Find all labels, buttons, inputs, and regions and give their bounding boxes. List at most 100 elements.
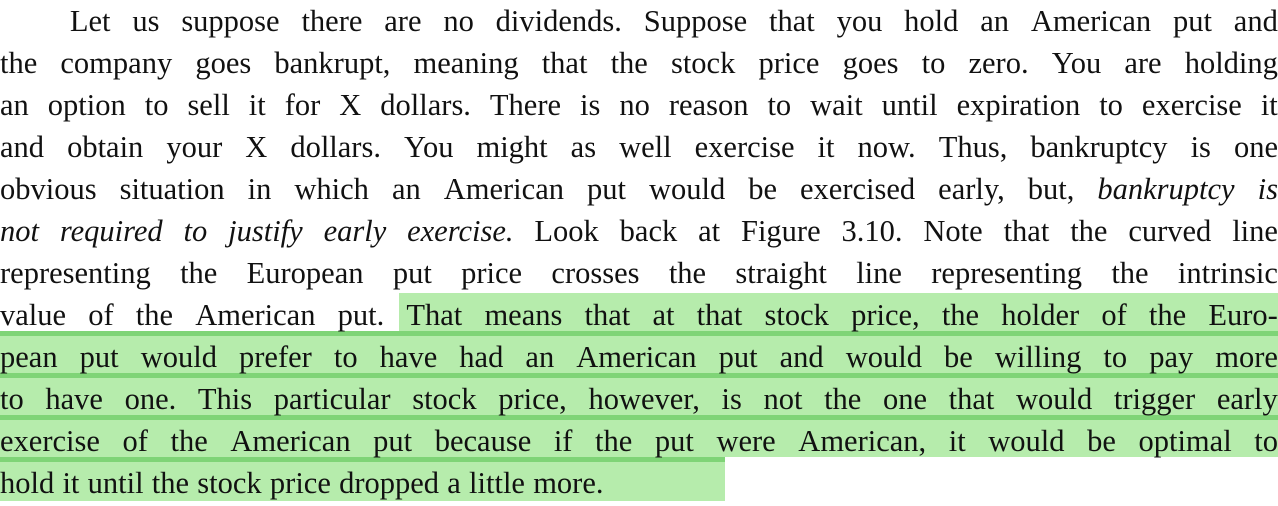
word: an <box>980 4 1010 38</box>
word: situation <box>119 172 225 206</box>
word: You <box>403 130 454 164</box>
word: 3.10. <box>841 214 903 248</box>
word: might <box>476 130 548 164</box>
word: That <box>406 298 463 332</box>
word: would <box>648 172 726 206</box>
highlight-band-line12 <box>0 462 725 501</box>
word: You <box>1051 46 1102 80</box>
word: curved <box>1128 214 1212 248</box>
word: the <box>0 46 38 80</box>
word: American <box>195 298 316 332</box>
word: and <box>0 130 45 164</box>
word: early <box>323 214 387 248</box>
word: have <box>45 382 103 416</box>
word: American, <box>798 424 927 458</box>
highlight-separator-2 <box>0 373 1278 378</box>
word: of <box>122 424 148 458</box>
word: Note <box>923 214 983 248</box>
word: means <box>484 298 563 332</box>
word: that <box>948 382 995 416</box>
word: wait <box>810 88 863 122</box>
word: European <box>246 256 364 290</box>
word: would <box>140 340 217 374</box>
word: exercise <box>1141 88 1242 122</box>
word: exercise <box>694 130 795 164</box>
word: crosses <box>551 256 640 290</box>
word: would <box>1016 382 1093 416</box>
highlight-separator-4 <box>0 457 725 462</box>
text-line-7: representing the European put price crosses th… <box>0 252 1278 294</box>
word: the <box>1070 214 1108 248</box>
word: which <box>294 172 369 206</box>
word: put. <box>337 298 385 332</box>
word: would <box>988 424 1065 458</box>
word: more <box>1215 340 1278 374</box>
text-line-10: to have one. This particular stock price, howev… <box>0 378 1278 420</box>
word: were <box>716 424 776 458</box>
text-line-9: pean put would prefer to have had an American put… <box>0 336 1278 378</box>
word: early, <box>938 172 1005 206</box>
word: to <box>0 382 24 416</box>
word: put <box>586 172 626 206</box>
word: pay <box>1149 340 1194 374</box>
word: stock <box>670 46 736 80</box>
word: exercised <box>800 172 916 206</box>
highlight-band-line10 <box>0 378 1278 415</box>
word: an <box>525 340 555 374</box>
word: to <box>333 340 358 374</box>
word: and <box>779 340 824 374</box>
word: This <box>197 382 253 416</box>
word: put <box>373 424 413 458</box>
word: at <box>698 214 721 248</box>
word: for <box>284 88 321 122</box>
word: American <box>576 340 697 374</box>
word: one <box>1233 130 1278 164</box>
word: X <box>339 88 362 122</box>
word: it <box>248 88 266 122</box>
word: bankruptcy <box>1030 130 1168 164</box>
word: as <box>570 130 597 164</box>
text-line-2: the company goes bankrupt, meaning that the sto… <box>0 42 1278 84</box>
word: the <box>595 424 633 458</box>
word: had <box>459 340 504 374</box>
word: to <box>1099 88 1123 122</box>
highlight-separator-3 <box>0 415 1278 420</box>
word: stock <box>764 298 829 332</box>
word: is <box>1190 130 1211 164</box>
word: is <box>721 382 742 416</box>
word: your <box>166 130 223 164</box>
word: and <box>1233 4 1278 38</box>
word: put <box>718 340 758 374</box>
word: the <box>135 298 174 332</box>
word: because <box>434 424 532 458</box>
word: be <box>944 340 973 374</box>
word: in <box>247 172 272 206</box>
word: option <box>47 88 126 122</box>
word: exercise. <box>407 214 514 248</box>
word: the <box>1148 298 1187 332</box>
word: goes <box>195 46 252 80</box>
text-line-6: not required to justify early exercise. Look ba… <box>0 210 1278 252</box>
text-line-5: obvious situation in which an American put woul… <box>0 168 1278 210</box>
word: representing <box>0 256 151 290</box>
word: the <box>824 382 862 416</box>
word: company <box>60 46 173 80</box>
word: intrinsic <box>1177 256 1278 290</box>
word: meaning <box>413 46 519 80</box>
word: sell <box>187 88 230 122</box>
word: representing <box>931 256 1083 290</box>
word: back <box>619 214 678 248</box>
word: dollars. <box>380 88 471 122</box>
word: American <box>1030 4 1152 38</box>
word: the <box>610 46 648 80</box>
word: price, <box>498 382 567 416</box>
word: if <box>553 424 573 458</box>
word: dollars. <box>290 130 381 164</box>
word: American <box>443 172 564 206</box>
word: that <box>768 4 815 38</box>
word: to <box>921 46 946 80</box>
word: that <box>541 46 588 80</box>
word: line <box>1232 214 1278 248</box>
